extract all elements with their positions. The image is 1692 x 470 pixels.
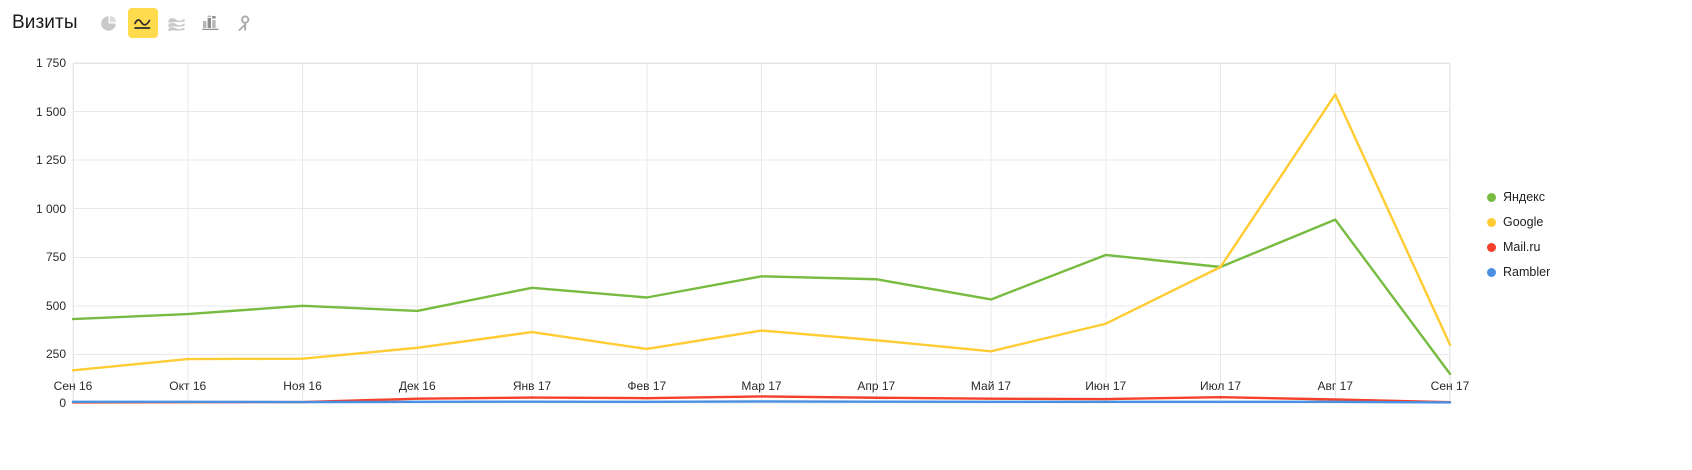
- x-axis-tick-label: Авг 17: [1317, 379, 1353, 393]
- x-axis-tick-label: Фев 17: [627, 379, 667, 393]
- y-axis-tick-label: 1 000: [35, 201, 66, 216]
- legend-item-label: Яндекс: [1503, 190, 1546, 204]
- chart-gridlines: [72, 62, 1451, 404]
- x-axis-labels: Сен 16 Окт 16 Ноя 16 Дек 16 Янв 17 Фев 17 Мар …: [0, 46, 1692, 470]
- map-chart-icon: [236, 14, 253, 32]
- x-axis-tick-label: Окт 16: [169, 379, 207, 393]
- area-chart-icon: [167, 15, 186, 32]
- x-axis-tick-label: Май 17: [970, 379, 1012, 393]
- y-axis-tick-label: 1 500: [35, 104, 66, 119]
- x-axis-tick-label: Ноя 16: [283, 379, 322, 393]
- y-axis-tick-label: 750: [45, 250, 66, 265]
- x-axis-tick-label: Сен 16: [53, 379, 93, 393]
- x-axis-tick-label: Июн 17: [1085, 379, 1127, 393]
- metric-title: Визиты: [12, 12, 78, 33]
- legend-item-label: Mail.ru: [1503, 240, 1541, 254]
- legend-item-label: Rambler: [1503, 265, 1551, 279]
- legend-color-dot: [1487, 267, 1496, 277]
- chart-series: [71, 93, 1452, 404]
- area-chart-icon-button[interactable]: [162, 8, 192, 38]
- chart-area: 0 250 500 750 1 000 1 250 1 500 1 750 Сен 16 Окт…: [0, 46, 1692, 470]
- x-axis-tick-label: Дек 16: [398, 379, 436, 393]
- x-axis-tick-label: Июл 17: [1199, 379, 1242, 393]
- legend-color-dot: [1487, 217, 1496, 227]
- x-axis-tick-label: Апр 17: [857, 379, 896, 393]
- line-chart-icon: [133, 15, 152, 32]
- y-axis-labels: 0 250 500 750 1 000 1 250 1 500 1 750: [0, 46, 66, 410]
- chart-type-switcher: [94, 8, 260, 38]
- chart-legend: Яндекс Google Mail.ru Rambler: [1487, 190, 1550, 279]
- x-axis-tick-label: Мар 17: [741, 379, 782, 393]
- x-axis-tick-label: Сен 17: [1430, 379, 1470, 393]
- y-axis-tick-label: 250: [45, 347, 66, 362]
- legend-item[interactable]: Rambler: [1487, 265, 1550, 279]
- pie-chart-icon-button[interactable]: [94, 8, 124, 38]
- map-chart-icon-button[interactable]: [230, 8, 260, 38]
- chart-toolbar: Визиты: [0, 0, 1692, 46]
- pie-chart-icon: [100, 15, 117, 32]
- bar-chart-icon-button[interactable]: [196, 8, 226, 38]
- legend-item[interactable]: Яндекс: [1487, 190, 1550, 204]
- y-axis-tick-label: 500: [45, 298, 66, 313]
- x-axis-tick-label: Янв 17: [512, 379, 552, 393]
- legend-item[interactable]: Mail.ru: [1487, 240, 1550, 254]
- legend-color-dot: [1487, 242, 1496, 252]
- y-axis-tick-label: 1 750: [35, 56, 66, 70]
- y-axis-tick-label: 0: [59, 396, 66, 410]
- legend-item-label: Google: [1503, 215, 1544, 229]
- line-chart-icon-button[interactable]: [127, 8, 158, 38]
- bar-chart-icon: [201, 15, 220, 32]
- y-axis-tick-label: 1 250: [35, 153, 66, 168]
- legend-item[interactable]: Google: [1487, 215, 1550, 229]
- legend-color-dot: [1487, 192, 1496, 202]
